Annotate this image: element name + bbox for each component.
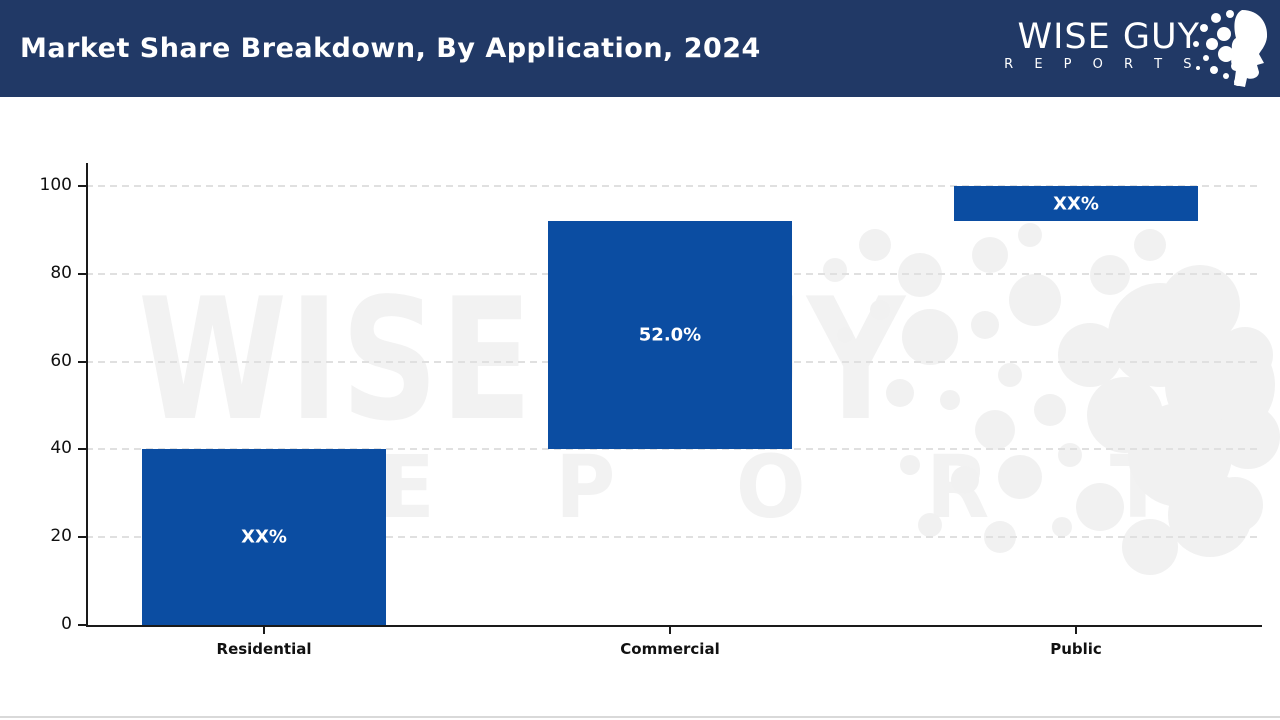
logo-subtitle: R E P O R T S: [1004, 57, 1200, 72]
logo-text: WISE GUY R E P O R T S: [1004, 18, 1200, 72]
logo-face-icon: [1193, 10, 1268, 87]
watermark-face-icon: [823, 223, 1280, 575]
bar-value-label-public: XX%: [1053, 193, 1099, 215]
header-bar: Market Share Breakdown, By Application, …: [0, 0, 1280, 97]
x-tick-commercial: [669, 627, 671, 634]
bottom-divider: [0, 716, 1280, 718]
y-tick-100: [78, 185, 86, 187]
bar-value-label-residential: XX%: [241, 526, 287, 548]
bar-value-label-commercial: 52.0%: [638, 324, 702, 346]
y-axis-line: [86, 163, 88, 627]
y-tick-label-100: 100: [39, 175, 72, 195]
y-tick-label-40: 40: [50, 438, 72, 459]
bar-commercial: 52.0%: [548, 221, 792, 450]
bar-residential: XX%: [142, 449, 386, 625]
y-tick-label-20: 20: [50, 526, 72, 547]
wise-guy-logo: WISE GUY R E P O R T S: [1004, 6, 1270, 92]
page-title: Market Share Breakdown, By Application, …: [20, 33, 761, 64]
gridline-20: [86, 536, 1262, 539]
bar-public: XX%: [954, 186, 1198, 222]
category-label-residential: Residential: [216, 640, 312, 658]
gridline-100: [86, 185, 1262, 187]
y-tick-60: [78, 360, 86, 363]
y-tick-80: [78, 272, 86, 275]
y-tick-40: [78, 448, 86, 451]
y-tick-label-60: 60: [50, 350, 72, 371]
gridline-40: [86, 448, 1262, 451]
x-tick-residential: [263, 627, 265, 634]
x-axis-line: [86, 625, 1262, 627]
x-tick-public: [1075, 627, 1077, 634]
y-tick-label-0: 0: [61, 614, 72, 634]
y-tick-0: [78, 624, 86, 626]
y-tick-label-80: 80: [50, 262, 72, 283]
category-label-public: Public: [1050, 640, 1102, 658]
category-label-commercial: Commercial: [620, 640, 720, 658]
logo-wordmark: WISE GUY: [1017, 17, 1200, 57]
y-tick-20: [78, 536, 86, 539]
